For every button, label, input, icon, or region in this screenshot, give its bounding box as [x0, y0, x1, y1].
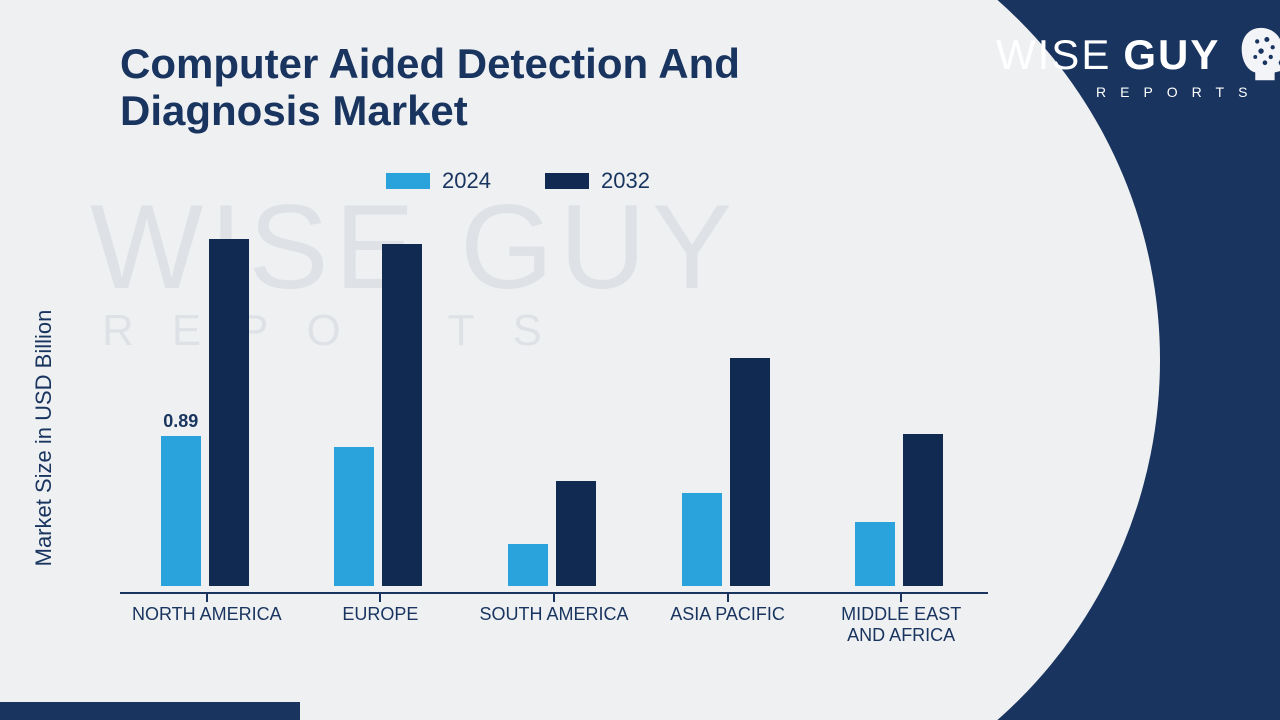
x-tick [553, 592, 555, 602]
bar-value-label: 0.89 [141, 411, 221, 432]
x-category-label: MIDDLE EAST AND AFRICA [821, 604, 981, 645]
bar-series-b [730, 358, 770, 586]
bar-chart: 2024 2032 Market Size in USD Billion 0.8… [48, 168, 988, 708]
x-tick [206, 592, 208, 602]
logo-word-guy: GUY [1123, 31, 1220, 78]
x-category-label: SOUTH AMERICA [474, 604, 634, 625]
bar-series-a [508, 544, 548, 586]
head-silhouette-icon [1232, 24, 1280, 86]
plot-area: 0.89 [120, 214, 988, 586]
bar-series-b [903, 434, 943, 586]
x-tick [727, 592, 729, 602]
x-tick [900, 592, 902, 602]
logo-word-wise: WISE [996, 31, 1111, 79]
legend-label-2032: 2032 [601, 168, 650, 194]
x-tick [379, 592, 381, 602]
x-category-label: NORTH AMERICA [127, 604, 287, 625]
legend-label-2024: 2024 [442, 168, 491, 194]
bar-series-a [334, 447, 374, 586]
bar-series-a [855, 522, 895, 586]
legend: 2024 2032 [48, 168, 988, 194]
x-category-label: ASIA PACIFIC [648, 604, 808, 625]
legend-swatch-2024 [386, 173, 430, 189]
legend-item-2032: 2032 [545, 168, 650, 194]
bar-series-b [556, 481, 596, 586]
y-axis-label: Market Size in USD Billion [31, 310, 57, 567]
bar-series-b [382, 244, 422, 586]
legend-item-2024: 2024 [386, 168, 491, 194]
x-category-label: EUROPE [300, 604, 460, 625]
chart-title: Computer Aided Detection And Diagnosis M… [120, 40, 920, 134]
chart-canvas: WISE GUY REPORTS Computer Aided Detectio… [0, 0, 1280, 720]
bar-series-a [682, 493, 722, 586]
brand-logo: WISE GUY REPORTS [996, 24, 1256, 100]
logo-word-reports: REPORTS [996, 84, 1256, 100]
bar-series-a [161, 436, 201, 586]
legend-swatch-2032 [545, 173, 589, 189]
x-axis: NORTH AMERICA EUROPE SOUTH AMERICA ASIA PAC… [120, 592, 988, 708]
